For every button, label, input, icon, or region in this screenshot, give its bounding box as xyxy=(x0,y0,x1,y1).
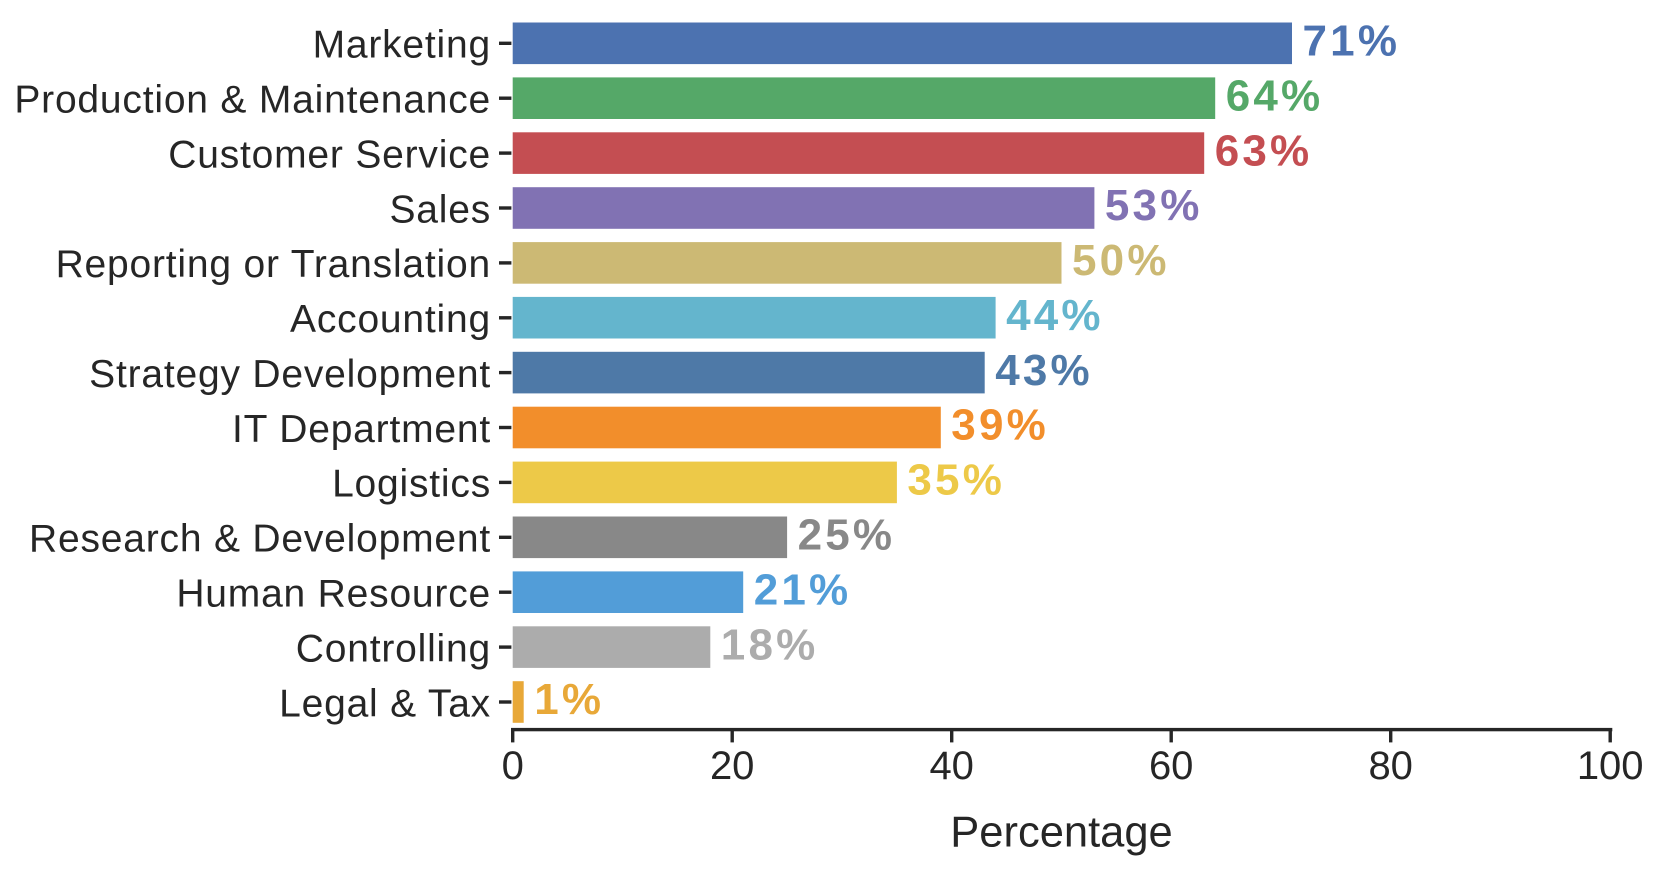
svg-text:39%: 39% xyxy=(951,401,1049,450)
svg-text:Legal & Tax: Legal & Tax xyxy=(279,682,491,725)
svg-text:Marketing: Marketing xyxy=(313,24,491,67)
svg-text:0: 0 xyxy=(502,744,524,788)
svg-text:Accounting: Accounting xyxy=(290,298,491,341)
svg-text:1%: 1% xyxy=(534,675,604,724)
svg-text:100: 100 xyxy=(1577,744,1644,788)
svg-text:IT Department: IT Department xyxy=(232,408,491,451)
svg-text:80: 80 xyxy=(1368,744,1413,788)
svg-text:35%: 35% xyxy=(907,456,1005,505)
svg-text:63%: 63% xyxy=(1215,126,1313,175)
svg-text:Controlling: Controlling xyxy=(296,627,491,670)
svg-text:60: 60 xyxy=(1149,744,1194,788)
svg-text:40: 40 xyxy=(929,744,974,788)
svg-text:20: 20 xyxy=(710,744,755,788)
svg-text:Human Resource: Human Resource xyxy=(176,573,491,616)
svg-text:Customer Service: Customer Service xyxy=(168,133,491,176)
svg-text:18%: 18% xyxy=(721,620,819,669)
svg-text:44%: 44% xyxy=(1006,291,1104,340)
svg-text:21%: 21% xyxy=(754,565,852,614)
svg-text:Reporting or Translation: Reporting or Translation xyxy=(56,243,491,286)
svg-text:64%: 64% xyxy=(1226,71,1324,120)
svg-text:71%: 71% xyxy=(1303,17,1401,66)
svg-text:Percentage: Percentage xyxy=(950,808,1173,856)
svg-text:53%: 53% xyxy=(1105,181,1203,230)
svg-text:50%: 50% xyxy=(1072,236,1170,285)
svg-text:25%: 25% xyxy=(798,511,896,560)
svg-text:Production & Maintenance: Production & Maintenance xyxy=(14,79,491,122)
svg-text:Logistics: Logistics xyxy=(332,463,491,506)
svg-text:Strategy Development: Strategy Development xyxy=(89,353,491,396)
svg-text:Sales: Sales xyxy=(389,188,491,231)
svg-text:43%: 43% xyxy=(995,346,1093,395)
svg-text:Research & Development: Research & Development xyxy=(29,518,491,561)
